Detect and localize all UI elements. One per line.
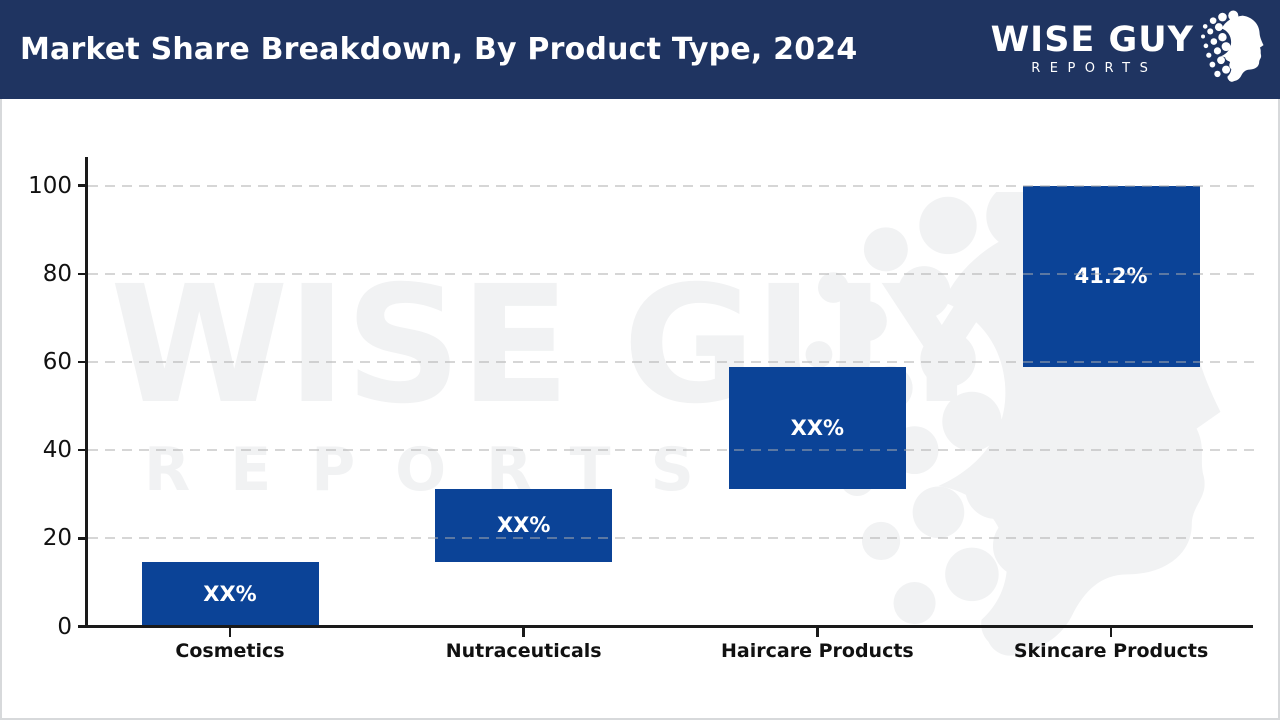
bar-value-label-haircare-products: XX% xyxy=(790,416,845,441)
header-bar: Market Share Breakdown, By Product Type,… xyxy=(0,0,1280,99)
bar-nutraceuticals: XX% xyxy=(435,488,613,562)
x-tick-label-skincare-products: Skincare Products xyxy=(1013,640,1209,662)
x-tick-cosmetics xyxy=(228,628,232,637)
page-title: Market Share Breakdown, By Product Type,… xyxy=(20,32,858,67)
gridline-20 xyxy=(88,537,1258,540)
gridline-60 xyxy=(88,361,1258,364)
bar-haircare-products: XX% xyxy=(728,367,906,489)
y-tick-0 xyxy=(78,625,88,628)
x-tick-haircare-products xyxy=(816,628,819,637)
x-tick-label-cosmetics: Cosmetics xyxy=(175,640,285,662)
y-tick-label-0: 0 xyxy=(57,613,72,640)
x-tick-skincare-products xyxy=(1109,628,1113,637)
gridline-80 xyxy=(88,272,1258,275)
y-tick-label-40: 40 xyxy=(42,437,72,464)
y-tick-80 xyxy=(78,272,88,276)
bar-skincare-products: 41.2% xyxy=(1022,185,1200,368)
y-tick-60 xyxy=(78,360,88,364)
brand-text: WISE GUY REPORTS xyxy=(991,21,1194,76)
bar-value-label-cosmetics: XX% xyxy=(203,582,257,607)
gridline-100 xyxy=(88,184,1258,187)
y-axis xyxy=(85,157,88,628)
brand-subtitle: REPORTS xyxy=(1031,60,1158,76)
brand-name: WISE GUY xyxy=(990,19,1194,60)
y-tick-label-60: 60 xyxy=(42,349,72,376)
brand-logo: WISE GUY REPORTS xyxy=(991,8,1270,88)
y-tick-20 xyxy=(78,537,88,540)
y-tick-label-20: 20 xyxy=(42,525,72,552)
y-tick-label-80: 80 xyxy=(42,260,72,287)
x-axis xyxy=(85,625,1253,628)
x-tick-label-nutraceuticals: Nutraceuticals xyxy=(445,640,602,662)
y-tick-100 xyxy=(78,184,88,187)
brand-face-icon xyxy=(1201,10,1264,82)
bar-cosmetics: XX% xyxy=(141,561,319,627)
y-tick-40 xyxy=(78,448,88,452)
x-tick-label-haircare-products: Haircare Products xyxy=(721,640,914,662)
gridline-40 xyxy=(88,449,1258,452)
bar-value-label-skincare-products: 41.2% xyxy=(1074,264,1148,289)
y-tick-label-100: 100 xyxy=(28,172,72,199)
x-tick-nutraceuticals xyxy=(522,628,525,637)
bar-value-label-nutraceuticals: XX% xyxy=(496,513,551,538)
